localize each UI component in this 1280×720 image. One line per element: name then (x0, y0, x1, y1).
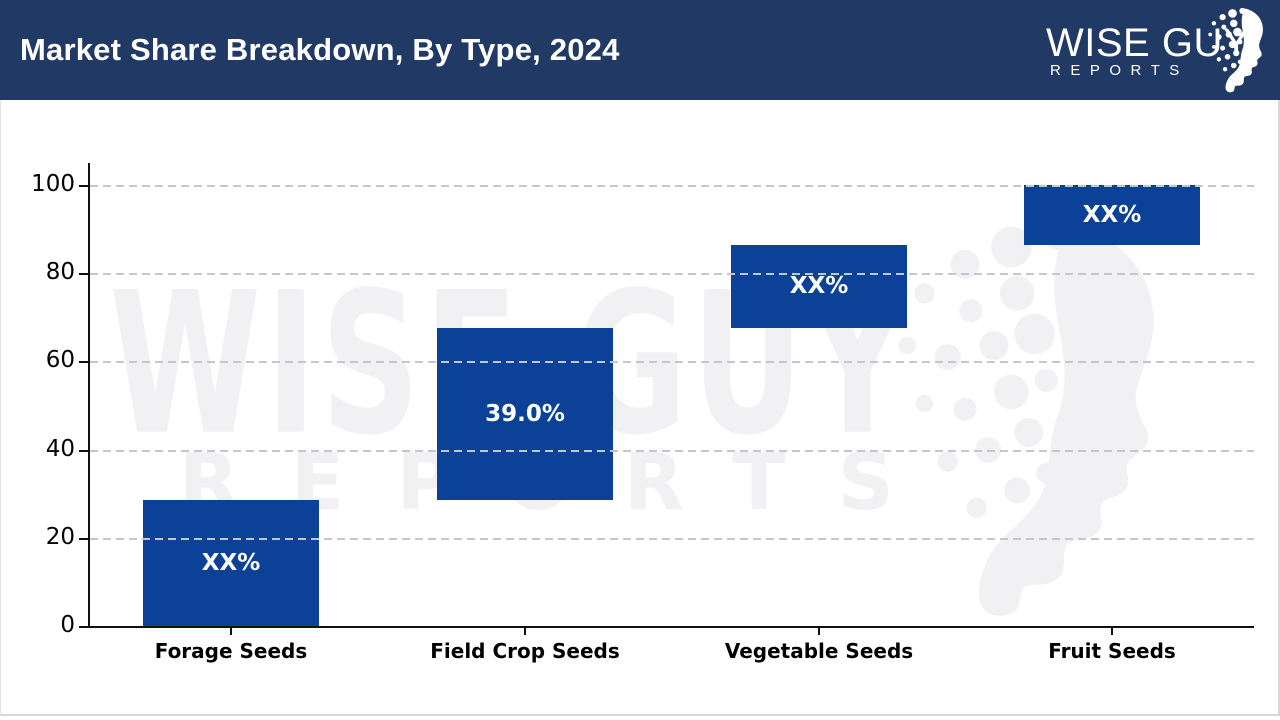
y-tick-label: 80 (45, 259, 75, 286)
gridline (90, 449, 1254, 452)
y-tick-label: 100 (31, 171, 75, 197)
logo-subtext: REPORTS (1050, 62, 1189, 79)
y-tick-label: 40 (45, 435, 75, 462)
y-tick-label: 20 (45, 523, 75, 550)
bar-value-label: XX% (201, 550, 261, 577)
y-tick-mark (79, 537, 88, 540)
x-tick-mark (818, 628, 820, 635)
x-category-label: Vegetable Seeds (724, 639, 914, 663)
x-tick-mark (230, 628, 232, 635)
bar-segment: XX% (1024, 185, 1200, 245)
x-category-label: Field Crop Seeds (430, 639, 620, 663)
gridline (90, 361, 1254, 364)
bar-segment: XX% (731, 244, 907, 329)
wise-guy-logo: WISE GUY REPORTS (1016, 0, 1266, 100)
bar-value-label: 39.0% (485, 401, 565, 428)
y-tick-label: 60 (45, 347, 75, 374)
y-tick-mark (79, 449, 88, 452)
bar-value-label: XX% (789, 273, 849, 300)
bar-segment: 39.0% (437, 328, 613, 501)
y-axis-line (88, 163, 90, 628)
bar-segment: XX% (143, 500, 319, 626)
watermark-head-icon (898, 220, 1154, 616)
x-axis-line (88, 626, 1254, 628)
x-tick-mark (524, 628, 526, 635)
header-band: Market Share Breakdown, By Type, 2024 WI… (0, 0, 1280, 100)
y-tick-mark (79, 626, 88, 628)
x-category-label: Forage Seeds (154, 639, 308, 663)
gridline (90, 185, 1254, 187)
y-tick-mark (79, 361, 88, 364)
gridline (90, 537, 1254, 540)
y-tick-label: 0 (60, 612, 75, 638)
y-tick-mark (79, 185, 88, 187)
page-title: Market Share Breakdown, By Type, 2024 (20, 32, 620, 67)
gridline (90, 273, 1254, 276)
x-tick-mark (1111, 628, 1113, 635)
x-category-label: Fruit Seeds (1048, 639, 1176, 663)
chart-card: WISE GUY REPORTS XX%39.0%XX%XX%020406080… (0, 100, 1280, 716)
dotted-head-icon (1208, 7, 1263, 93)
bar-value-label: XX% (1082, 201, 1142, 228)
y-tick-mark (79, 273, 88, 276)
logo-wordmark: WISE GUY (1046, 21, 1251, 65)
